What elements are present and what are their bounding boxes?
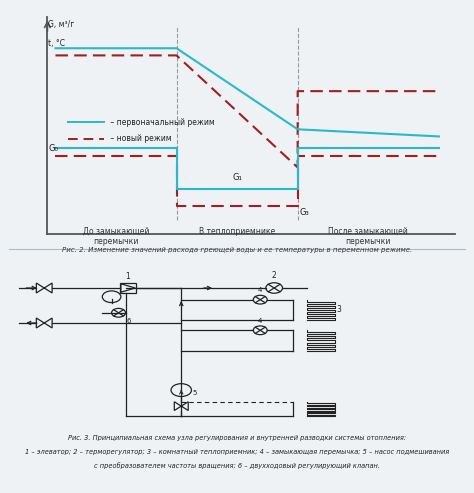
Text: До замыкающей
перемычки: До замыкающей перемычки xyxy=(83,227,149,246)
Text: 1: 1 xyxy=(126,272,130,281)
Text: 1 – элеватор; 2 – терморегулятор; 3 – комнатный теплоприемник; 4 – замыкающая пе: 1 – элеватор; 2 – терморегулятор; 3 – ко… xyxy=(25,449,449,455)
Text: t, °C: t, °C xyxy=(48,39,65,48)
Text: После замыкающей
перемычки: После замыкающей перемычки xyxy=(328,227,408,246)
Text: 6: 6 xyxy=(127,318,131,324)
Text: 4: 4 xyxy=(258,318,263,324)
Text: с преобразователем частоты вращения; 6 – двухходовый регулирующий клапан.: с преобразователем частоты вращения; 6 –… xyxy=(94,462,380,469)
Text: 2: 2 xyxy=(272,271,276,280)
Text: – новый режим: – новый режим xyxy=(108,134,172,143)
Text: G₃: G₃ xyxy=(300,208,310,217)
Text: G₁: G₁ xyxy=(232,173,242,182)
Text: Рис. 2. Изменение значений расхода греющей воды и ее температуры в переменном ре: Рис. 2. Изменение значений расхода греющ… xyxy=(62,247,412,253)
Text: – первоначальный режим: – первоначальный режим xyxy=(108,118,215,127)
Bar xyxy=(120,283,136,293)
Text: 4: 4 xyxy=(258,287,263,293)
Text: 3: 3 xyxy=(337,305,342,315)
Text: G, м³/г: G, м³/г xyxy=(48,20,74,29)
Text: 5: 5 xyxy=(193,390,197,396)
Text: Рис. 3. Принципиальная схема узла регулирования и внутренней разводки системы от: Рис. 3. Принципиальная схема узла регули… xyxy=(68,435,406,441)
Text: G₀: G₀ xyxy=(48,144,58,153)
Text: В теплоприемнике: В теплоприемнике xyxy=(199,227,275,236)
